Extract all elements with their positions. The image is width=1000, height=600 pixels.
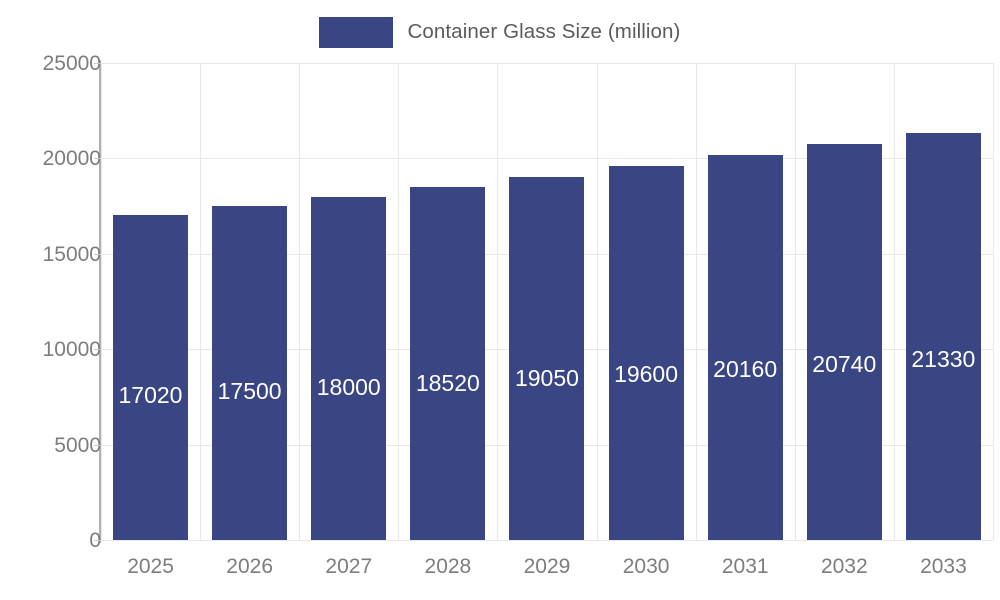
bar[interactable]	[608, 166, 684, 540]
bar-group: 21330	[894, 63, 993, 540]
y-tick-mark	[94, 444, 101, 446]
x-tick-label: 2033	[920, 555, 967, 578]
y-tick-mark	[94, 63, 101, 64]
y-tick-label: 20000	[42, 147, 101, 171]
bar-value-label: 17500	[217, 378, 282, 405]
x-tick-label: 2032	[820, 555, 868, 578]
bar-value-label: 17020	[118, 382, 183, 409]
x-tick-label: 2028	[424, 555, 472, 578]
y-tick-label: 5000	[54, 433, 101, 457]
gridline-vertical	[993, 63, 994, 540]
legend-swatch-container-glass-size[interactable]	[319, 16, 394, 48]
y-tick-label: 0	[9, 530, 101, 551]
bar-group: 17020	[101, 63, 200, 540]
bar-group: 19600	[597, 63, 696, 540]
bar-value-label: 18000	[316, 374, 381, 401]
legend-label-container-glass-size: Container Glass Size (million)	[407, 20, 681, 43]
bar-group: 20160	[696, 63, 795, 540]
bar-value-label: 21330	[911, 345, 976, 372]
y-tick-label: 10000	[42, 338, 101, 362]
gridline-vertical	[101, 63, 102, 540]
gridline-vertical	[894, 63, 895, 540]
x-tick-label: 2027	[325, 555, 373, 578]
bar-value-label: 20740	[812, 350, 877, 377]
bar-value-label: 19050	[514, 365, 579, 392]
gridline-vertical	[597, 63, 598, 540]
bar-group: 19050	[497, 63, 596, 540]
bar[interactable]	[905, 133, 981, 540]
bar-group: 18000	[299, 63, 398, 540]
y-tick-label: 25000	[42, 52, 101, 75]
gridline-horizontal	[101, 540, 993, 541]
gridline-vertical	[398, 63, 399, 540]
bar-group: 18520	[398, 63, 497, 540]
gridline-vertical	[200, 63, 201, 540]
gridline-horizontal	[101, 63, 993, 64]
bar-series-container-glass-size: 17020 17500 18000 18520 19050 19600 20160 20740…	[101, 63, 993, 540]
bar[interactable]	[509, 176, 585, 540]
gridline-vertical	[795, 63, 796, 540]
y-tick-mark	[94, 158, 101, 160]
bar[interactable]	[806, 144, 882, 540]
gridline-vertical	[299, 63, 300, 540]
x-tick-label: 2026	[226, 555, 274, 578]
bar-value-label: 18520	[415, 369, 480, 396]
bar[interactable]	[410, 186, 486, 540]
bar-group: 20740	[795, 63, 894, 540]
y-tick-mark	[94, 540, 101, 541]
x-tick-label: 2030	[622, 555, 670, 578]
gridline-horizontal	[101, 158, 993, 160]
x-tick-label: 2029	[523, 555, 571, 578]
y-tick-label: 15000	[42, 242, 101, 266]
x-tick-label: 2031	[721, 555, 769, 578]
bar[interactable]	[311, 196, 387, 540]
x-tick-label: 2025	[127, 555, 174, 578]
bar[interactable]	[113, 215, 188, 540]
chart-legend: Container Glass Size (million)	[0, 10, 1000, 54]
gridline-vertical	[497, 63, 498, 540]
y-tick-mark	[94, 349, 101, 351]
gridline-vertical	[696, 63, 697, 540]
bar[interactable]	[212, 206, 288, 540]
bar-value-label: 19600	[614, 360, 679, 387]
bar-value-label: 20160	[713, 355, 778, 382]
y-tick-mark	[94, 253, 101, 255]
bar-group: 17500	[200, 63, 299, 540]
y-axis-spine	[99, 60, 101, 543]
bar[interactable]	[707, 155, 783, 540]
